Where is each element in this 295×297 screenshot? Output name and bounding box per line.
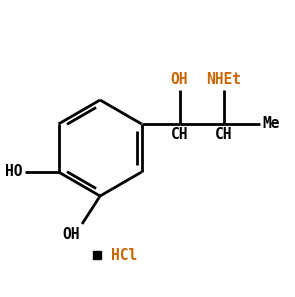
Text: Me: Me bbox=[263, 116, 280, 132]
Text: CH: CH bbox=[215, 127, 232, 142]
Text: OH: OH bbox=[63, 227, 80, 242]
Text: HO: HO bbox=[5, 165, 22, 179]
Text: OH: OH bbox=[171, 72, 189, 87]
Text: HCl: HCl bbox=[111, 247, 137, 263]
Text: CH: CH bbox=[171, 127, 189, 142]
Text: NHEt: NHEt bbox=[206, 72, 241, 87]
